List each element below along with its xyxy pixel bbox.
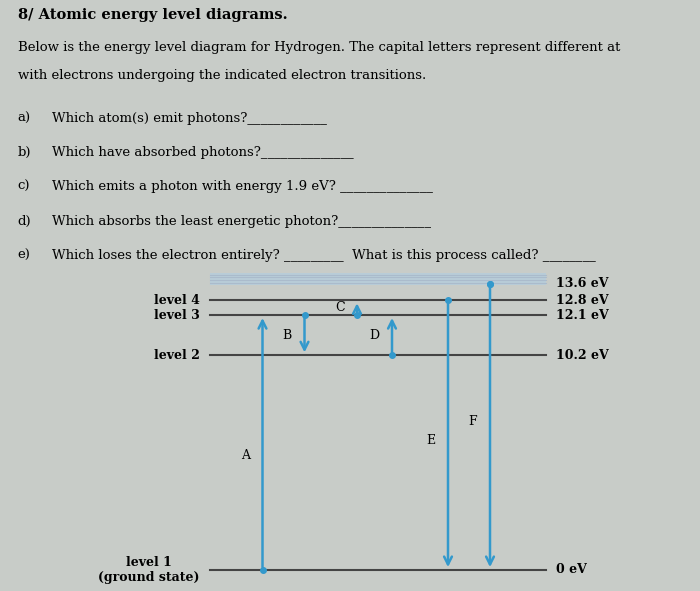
Text: Which absorbs the least energetic photon?______________: Which absorbs the least energetic photon… bbox=[52, 215, 431, 228]
Text: Which atom(s) emit photons?____________: Which atom(s) emit photons?____________ bbox=[52, 112, 328, 125]
Text: B: B bbox=[283, 329, 292, 342]
Text: e): e) bbox=[18, 249, 30, 262]
Text: 0 eV: 0 eV bbox=[556, 563, 587, 576]
FancyBboxPatch shape bbox=[210, 273, 546, 285]
Text: Which emits a photon with energy 1.9 eV? ______________: Which emits a photon with energy 1.9 eV?… bbox=[52, 180, 433, 193]
Text: A: A bbox=[241, 449, 250, 462]
Text: level 1
(ground state): level 1 (ground state) bbox=[98, 556, 200, 584]
Text: with electrons undergoing the indicated electron transitions.: with electrons undergoing the indicated … bbox=[18, 69, 426, 82]
Text: 12.1 eV: 12.1 eV bbox=[556, 309, 609, 322]
Text: 12.8 eV: 12.8 eV bbox=[556, 294, 609, 307]
Text: b): b) bbox=[18, 146, 31, 159]
Text: E: E bbox=[426, 434, 435, 447]
Text: C: C bbox=[335, 301, 344, 314]
Text: level 3: level 3 bbox=[154, 309, 199, 322]
Text: D: D bbox=[370, 329, 379, 342]
Text: Below is the energy level diagram for Hydrogen. The capital letters represent di: Below is the energy level diagram for Hy… bbox=[18, 41, 620, 54]
Text: 10.2 eV: 10.2 eV bbox=[556, 349, 609, 362]
Text: level 4: level 4 bbox=[153, 294, 200, 307]
Text: F: F bbox=[469, 414, 477, 427]
Text: Which have absorbed photons?______________: Which have absorbed photons?____________… bbox=[52, 146, 354, 159]
Text: level 2: level 2 bbox=[153, 349, 200, 362]
Text: 8/ Atomic energy level diagrams.: 8/ Atomic energy level diagrams. bbox=[18, 8, 287, 22]
Text: d): d) bbox=[18, 215, 31, 228]
Text: Which loses the electron entirely? _________  What is this process called? _____: Which loses the electron entirely? _____… bbox=[52, 249, 596, 262]
Text: c): c) bbox=[18, 180, 30, 193]
Text: a): a) bbox=[18, 112, 31, 125]
Text: 13.6 eV: 13.6 eV bbox=[556, 277, 609, 290]
